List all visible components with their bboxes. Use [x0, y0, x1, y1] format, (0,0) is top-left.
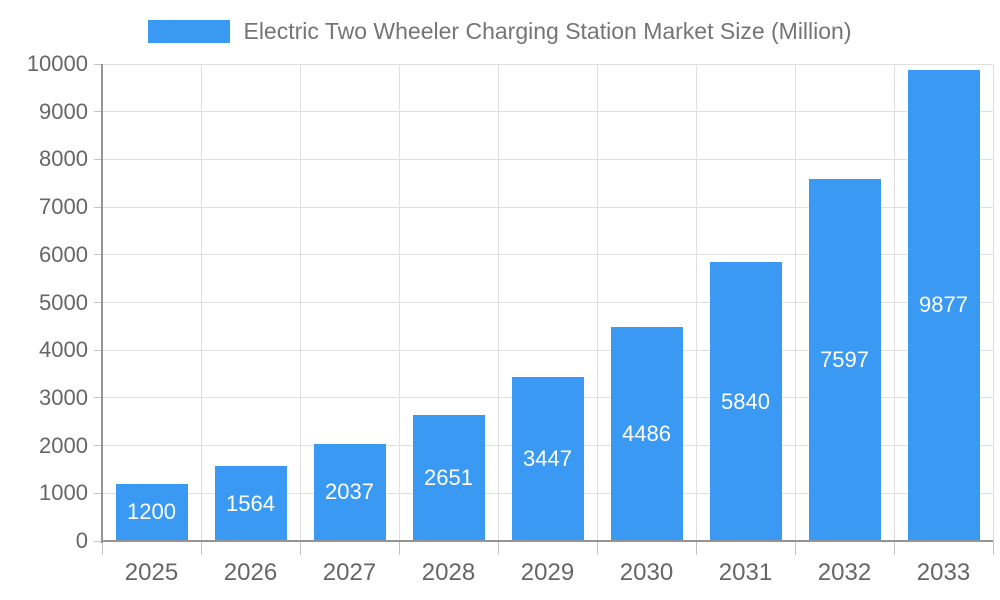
y-axis-label: 1000 [39, 480, 88, 506]
gridline-h [102, 111, 993, 113]
x-axis-line [102, 540, 993, 542]
x-axis-label: 2029 [520, 559, 575, 586]
y-tick [94, 397, 102, 399]
gridline-v [299, 64, 301, 541]
x-tick [398, 541, 400, 555]
y-tick [94, 349, 102, 351]
bar-value-label: 9877 [919, 292, 968, 318]
y-axis-label: 0 [75, 528, 88, 553]
bar-2029[interactable] [511, 376, 584, 541]
y-tick [94, 445, 102, 447]
y-axis-label: 7000 [39, 194, 88, 220]
bar-value-label: 2651 [424, 464, 473, 490]
bar-value-label: 4486 [622, 421, 671, 446]
gridline-v [794, 64, 796, 541]
gridline-v [200, 64, 202, 541]
legend-swatch [148, 19, 231, 43]
y-tick [94, 540, 102, 542]
y-tick [94, 111, 102, 113]
x-tick [695, 541, 697, 555]
x-tick [893, 541, 895, 555]
bar-value-label: 1564 [226, 490, 275, 516]
chart-legend[interactable]: Electric Two Wheeler Charging Station Ma… [0, 17, 1000, 45]
x-tick [497, 541, 499, 555]
x-tick [596, 541, 598, 555]
gridline-h [102, 349, 993, 351]
gridline-v [497, 64, 499, 541]
gridline-h [102, 63, 993, 65]
gridline-h [102, 158, 993, 160]
x-tick [299, 541, 301, 555]
gridline-v [695, 64, 697, 541]
x-tick [992, 541, 994, 555]
bar-2032[interactable] [808, 178, 881, 541]
y-axis-label: 10000 [26, 51, 88, 76]
bar-2025[interactable] [115, 483, 188, 541]
y-axis-label: 8000 [39, 146, 88, 172]
x-tick [794, 541, 796, 555]
x-axis-label: 2031 [718, 559, 773, 586]
y-tick [94, 63, 102, 65]
bar-2030[interactable] [610, 327, 683, 541]
x-axis-label: 2027 [322, 559, 377, 586]
gridline-h [102, 206, 993, 208]
x-axis-label: 2033 [916, 559, 971, 586]
x-axis-label: 2026 [223, 559, 278, 586]
gridline-v [992, 64, 994, 541]
y-tick [94, 206, 102, 208]
bar-value-label: 7597 [820, 346, 869, 372]
y-tick [94, 158, 102, 160]
x-axis-label: 2028 [421, 559, 476, 586]
gridline-v [893, 64, 895, 541]
gridline-h [102, 254, 993, 256]
y-tick [94, 254, 102, 256]
bar-2033[interactable] [907, 69, 980, 541]
y-tick [94, 492, 102, 494]
y-axis-label: 3000 [39, 384, 88, 410]
y-axis-label: 9000 [39, 98, 88, 124]
gridline-h [102, 302, 993, 303]
y-axis-label: 2000 [39, 432, 88, 458]
y-tick [94, 302, 102, 303]
gridline-v [398, 64, 400, 541]
x-axis-label: 2025 [124, 559, 179, 586]
gridline-v [596, 64, 598, 541]
bar-value-label: 3447 [523, 445, 572, 471]
y-axis-label: 4000 [39, 337, 88, 363]
bar-2028[interactable] [412, 414, 485, 541]
bar-2031[interactable] [709, 262, 782, 541]
bar-value-label: 5840 [721, 388, 770, 414]
x-axis-label: 2032 [817, 559, 872, 586]
y-axis-label: 5000 [39, 289, 88, 315]
x-tick [200, 541, 202, 555]
x-axis-label: 2030 [619, 559, 674, 586]
y-axis-line [101, 64, 103, 543]
x-tick [101, 541, 103, 555]
bar-2026[interactable] [214, 466, 287, 541]
bar-value-label: 1200 [127, 499, 176, 525]
y-axis-label: 6000 [39, 241, 88, 267]
bar-2027[interactable] [313, 443, 386, 541]
bar-value-label: 2037 [325, 479, 374, 505]
legend-label: Electric Two Wheeler Charging Station Ma… [243, 18, 852, 44]
